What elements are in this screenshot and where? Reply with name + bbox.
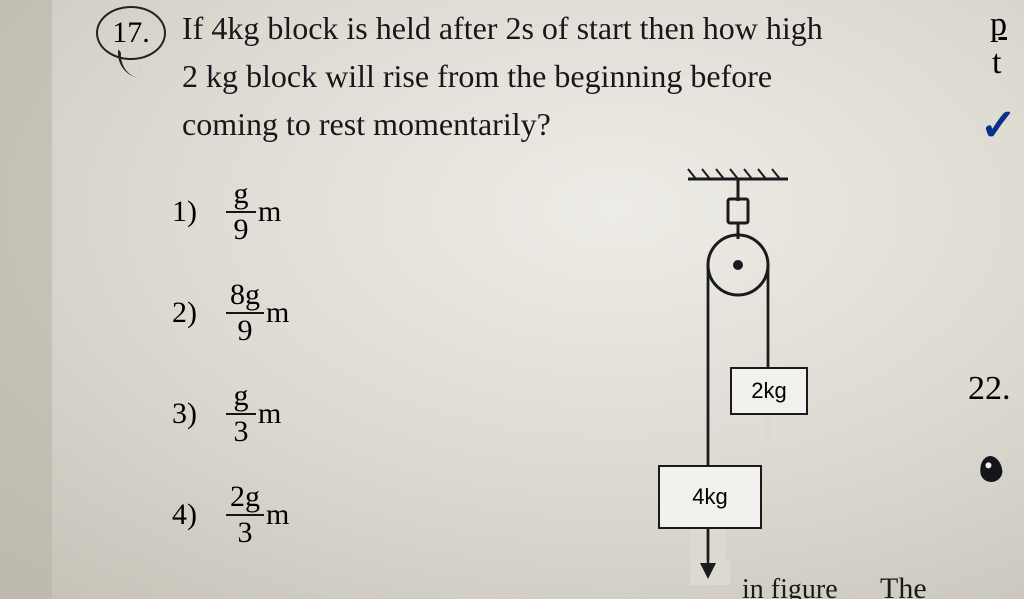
option-4-fraction: 2g 3 [226, 481, 264, 548]
option-2-numer: 8g [226, 279, 264, 311]
option-1-denom: 9 [230, 214, 253, 246]
option-4-unit: m [266, 498, 289, 532]
fragment-p: p [990, 6, 1007, 44]
block-2kg: 2kg [730, 367, 808, 415]
option-2-unit: m [266, 296, 289, 330]
option-1-unit: m [258, 195, 281, 229]
option-2-denom: 9 [234, 315, 257, 347]
option-1-numer: g [230, 178, 253, 210]
option-3-fraction: g 3 [226, 380, 256, 447]
question-number: 17. [112, 16, 150, 50]
option-4-numer: 2g [226, 481, 264, 513]
block-4kg: 4kg [658, 465, 762, 529]
question-number-circle: 17. [96, 6, 166, 60]
option-2-fraction: 8g 9 [226, 279, 264, 346]
fragment-t: t [992, 44, 1001, 82]
option-1-fraction: g 9 [226, 178, 256, 245]
option-3: 3) g 3 m [172, 380, 289, 447]
option-1: 1) g 9 m [172, 178, 289, 245]
option-4: 4) 2g 3 m [172, 481, 289, 548]
option-1-number: 1) [172, 195, 212, 229]
option-2-number: 2) [172, 296, 212, 330]
pulley-diagram: 2kg 4kg [570, 165, 870, 585]
option-3-denom: 3 [230, 416, 253, 448]
page: 17. If 4kg block is held after 2s of sta… [0, 0, 1024, 599]
question-text: If 4kg block is held after 2s of start t… [182, 4, 842, 148]
pen-checkmark-icon: ✓ [980, 100, 1017, 151]
options-list: 1) g 9 m 2) 8g 9 m 3) g 3 m [172, 178, 289, 548]
block-2kg-label: 2kg [751, 378, 786, 404]
option-4-denom: 3 [234, 517, 257, 549]
fragment-The: The [880, 572, 927, 599]
fragment-22: 22. [968, 370, 1011, 408]
option-3-numer: g [230, 380, 253, 412]
block-4kg-label: 4kg [692, 484, 727, 510]
option-3-unit: m [258, 397, 281, 431]
option-4-number: 4) [172, 498, 212, 532]
fragment-in-figure: in figure [742, 574, 838, 599]
option-2: 2) 8g 9 m [172, 279, 289, 346]
option-3-number: 3) [172, 397, 212, 431]
